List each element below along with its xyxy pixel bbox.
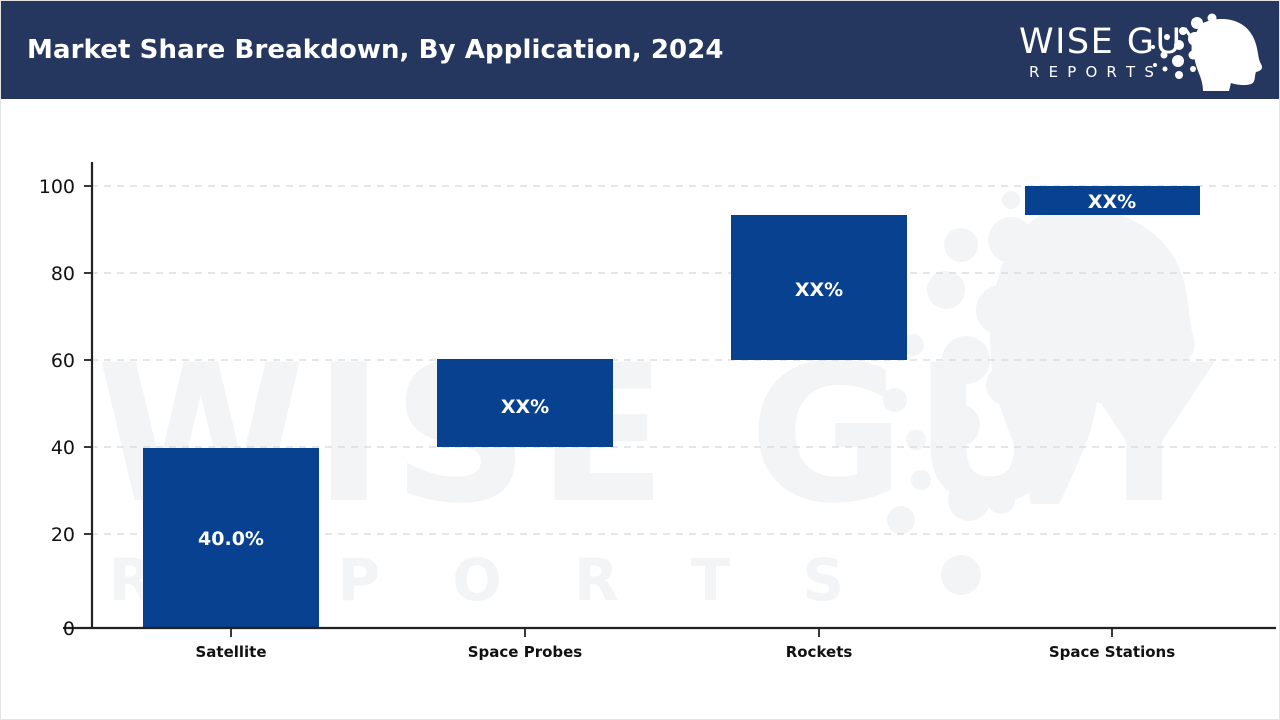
svg-text:60: 60 (51, 350, 75, 372)
svg-text:40: 40 (51, 437, 75, 459)
bar-rockets[interactable] (731, 215, 907, 360)
svg-text:80: 80 (51, 263, 75, 285)
svg-text:40.0%: 40.0% (198, 528, 264, 550)
svg-text:XX%: XX% (1088, 191, 1136, 213)
svg-text:R E P O R T S: R E P O R T S (1029, 63, 1156, 81)
svg-text:XX%: XX% (795, 279, 843, 301)
wise-guy-reports-logo: WISE GUY R E P O R T S (1007, 9, 1275, 91)
y-tick-marks (84, 185, 92, 629)
svg-text:100: 100 (39, 176, 75, 198)
svg-text:XX%: XX% (501, 396, 549, 418)
bar-space-probes[interactable] (437, 359, 613, 447)
svg-text:20: 20 (51, 524, 75, 546)
head-profile-icon (1193, 19, 1263, 91)
bar-space-stations[interactable] (1025, 186, 1200, 215)
watermark-head-icon (883, 191, 1195, 595)
axes (63, 162, 1276, 630)
logo-dots (1151, 13, 1217, 79)
bar-satellite[interactable] (143, 448, 319, 628)
svg-text:Space Stations: Space Stations (1049, 643, 1175, 661)
svg-text:Rockets: Rockets (786, 643, 853, 661)
svg-text:Satellite: Satellite (195, 643, 266, 661)
y-tick-labels: 0 20 40 60 80 100 (39, 176, 75, 640)
svg-text:0: 0 (63, 618, 75, 640)
svg-text:Space Probes: Space Probes (468, 643, 583, 661)
x-tick-marks (230, 628, 1113, 637)
header-bar: Market Share Breakdown, By Application, … (1, 1, 1279, 99)
svg-text:WISE GUY: WISE GUY (1019, 22, 1206, 62)
bar-labels-group: 40.0% XX% XX% XX% (198, 191, 1136, 550)
page-title: Market Share Breakdown, By Application, … (27, 35, 724, 65)
x-tick-labels: Satellite Space Probes Rockets Space Sta… (195, 643, 1175, 661)
bars-group (143, 186, 1200, 628)
chart-plot-area: WISE GUY R E P O R T S (1, 100, 1279, 719)
